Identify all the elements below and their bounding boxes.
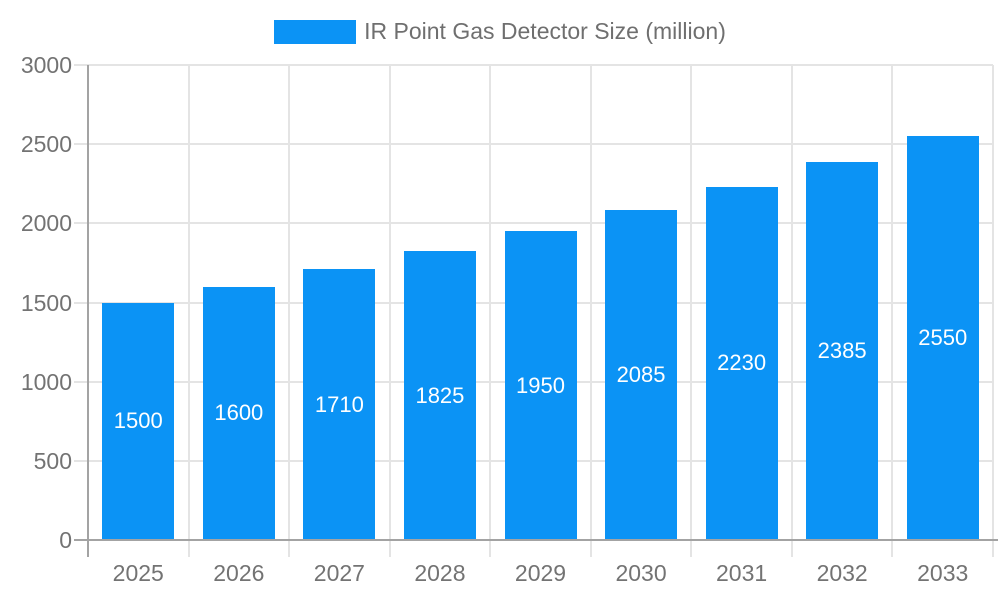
y-axis-tick-label: 2000: [20, 210, 72, 237]
x-gridline: [187, 65, 190, 557]
x-axis-tick-label: 2028: [414, 560, 466, 586]
y-axis-tick-label: 0: [59, 527, 72, 553]
bar-2031[interactable]: 2230: [705, 186, 778, 540]
bar-value-label: 2085: [616, 361, 666, 387]
x-axis-tick-label: 2029: [514, 560, 567, 586]
x-axis-tick-label: 2031: [716, 560, 768, 586]
bar-2030[interactable]: 2085: [605, 209, 678, 540]
y-axis-tick-label: 500: [33, 447, 72, 474]
x-axis-tick-label: 2025: [112, 560, 164, 586]
y-axis-tick-label: 2500: [20, 131, 72, 158]
bar-value-label: 2385: [817, 338, 867, 364]
x-axis-tick-label: 2032: [816, 560, 868, 586]
x-gridline: [790, 65, 793, 557]
legend-item[interactable]: IR Point Gas Detector Size (million): [0, 18, 1000, 45]
x-axis-tick-label: 2026: [213, 560, 265, 586]
bar-2029[interactable]: 1950: [504, 231, 577, 540]
bar-2032[interactable]: 2385: [806, 162, 879, 540]
x-gridline: [891, 65, 894, 557]
bar-value-label: 1600: [214, 400, 264, 426]
x-gridline: [690, 65, 693, 557]
bar-value-label: 1825: [415, 382, 465, 408]
legend-swatch: [274, 19, 357, 44]
x-axis-tick-label: 2027: [313, 560, 365, 586]
y-gridline: [74, 143, 993, 146]
x-axis-tick-label: 2033: [917, 560, 969, 586]
x-axis-tick-label: 2030: [615, 560, 667, 586]
bar-2028[interactable]: 1825: [403, 251, 476, 540]
x-gridline: [489, 65, 492, 557]
bar-2027[interactable]: 1710: [303, 269, 376, 540]
x-gridline: [388, 65, 391, 557]
x-gridline: [288, 65, 291, 557]
legend-label: IR Point Gas Detector Size (million): [364, 18, 726, 44]
bar-2033[interactable]: 2550: [906, 136, 979, 540]
y-gridline: [74, 222, 993, 225]
y-axis-tick-label: 1000: [20, 368, 72, 395]
bar-2026[interactable]: 1600: [202, 286, 275, 540]
y-axis-line: [87, 65, 89, 557]
bar-value-label: 1500: [113, 408, 163, 434]
bar-value-label: 2550: [918, 325, 968, 351]
x-gridline: [589, 65, 592, 557]
bar-value-label: 1710: [314, 391, 364, 417]
bar-value-label: 2230: [717, 350, 767, 376]
x-axis-line: [74, 539, 998, 541]
y-gridline: [74, 64, 993, 66]
y-axis-tick-label: 1500: [20, 289, 72, 316]
y-axis-tick-label: 3000: [20, 52, 72, 78]
x-gridline: [992, 65, 994, 557]
bar-2025[interactable]: 1500: [102, 302, 175, 540]
bar-value-label: 1950: [516, 372, 565, 398]
